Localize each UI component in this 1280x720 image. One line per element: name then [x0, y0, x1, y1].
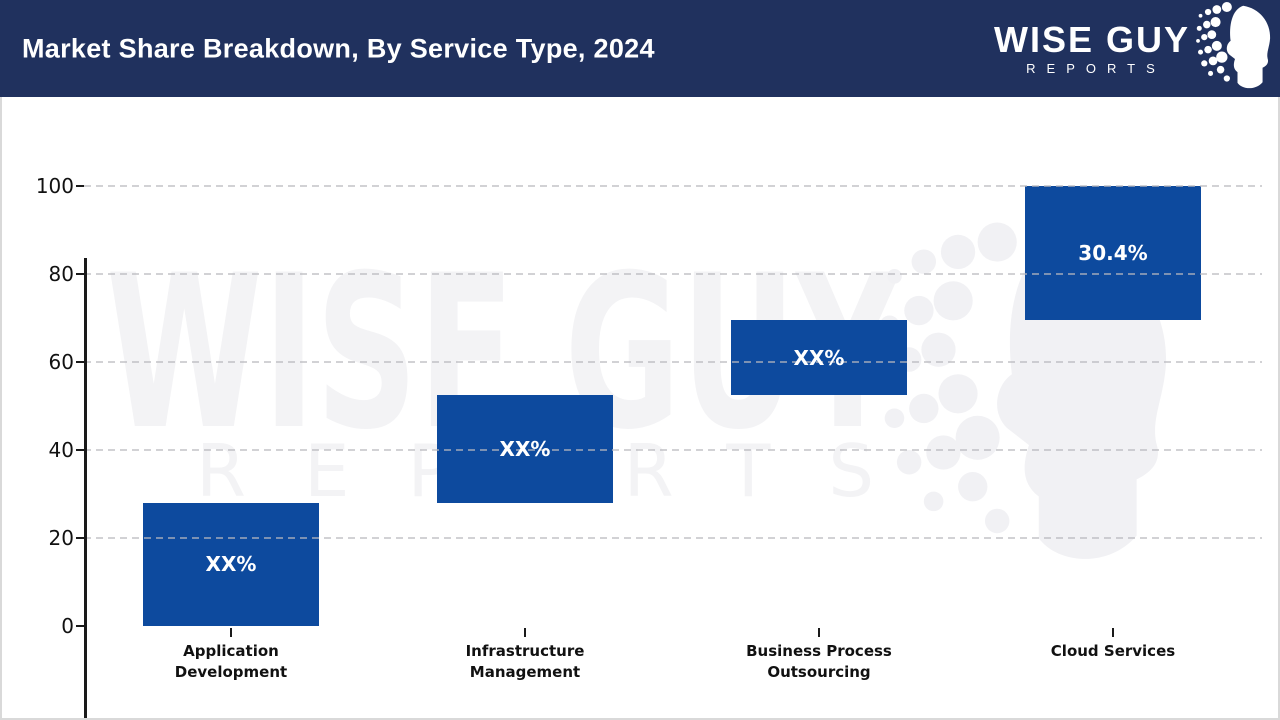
category-label: Cloud Services	[1050, 642, 1176, 660]
y-tick-mark	[76, 361, 84, 363]
bar-value-label: XX%	[499, 437, 551, 462]
chart-area: WISE GUY REPORTS 020406080100XX%Applicat…	[0, 97, 1280, 720]
gridline	[84, 449, 1262, 451]
x-tick-mark	[524, 628, 526, 637]
y-tick-mark	[76, 537, 84, 539]
y-tick-mark	[76, 625, 84, 627]
header: Market Share Breakdown, By Service Type,…	[0, 0, 1280, 97]
y-tick-label: 20	[48, 526, 74, 550]
gridline	[84, 361, 1262, 363]
y-tick-label: 60	[48, 350, 74, 374]
y-axis	[84, 258, 87, 720]
bar	[143, 502, 319, 626]
logo-secondary-text: REPORTS	[1026, 60, 1166, 76]
gridline	[84, 185, 1262, 187]
y-tick-mark	[76, 273, 84, 275]
x-tick-mark	[818, 628, 820, 637]
face-logo-icon	[1196, 1, 1271, 88]
y-tick-mark	[76, 185, 84, 187]
logo-text: WISE GUY REPORTS	[993, 18, 1190, 76]
card-border-bottom	[0, 718, 1280, 720]
bar-value-label: XX%	[205, 552, 257, 577]
card-border-right	[1278, 97, 1280, 720]
card-border-left	[0, 97, 2, 720]
y-tick-mark	[76, 449, 84, 451]
category-label: Business Process Outsourcing	[746, 642, 892, 681]
y-tick-label: 80	[48, 262, 74, 286]
y-tick-label: 100	[35, 174, 74, 198]
bar	[1025, 186, 1201, 320]
category-label: Application Development	[174, 642, 288, 681]
page-title: Market Share Breakdown, By Service Type,…	[22, 33, 655, 63]
x-tick-mark	[230, 628, 232, 637]
x-tick-mark	[1112, 628, 1114, 637]
y-tick-label: 40	[48, 438, 74, 462]
gridline	[84, 273, 1262, 275]
category-label: Infrastructure Management	[465, 642, 585, 681]
logo-primary-text: WISE GUY	[993, 18, 1190, 60]
bar-value-label: XX%	[793, 345, 845, 370]
bar-value-label: 30.4%	[1078, 240, 1148, 265]
y-tick-label: 0	[61, 614, 74, 638]
gridline	[84, 537, 1262, 539]
wise-guy-logo: WISE GUY REPORTS	[994, 0, 1278, 97]
bar	[731, 319, 907, 396]
